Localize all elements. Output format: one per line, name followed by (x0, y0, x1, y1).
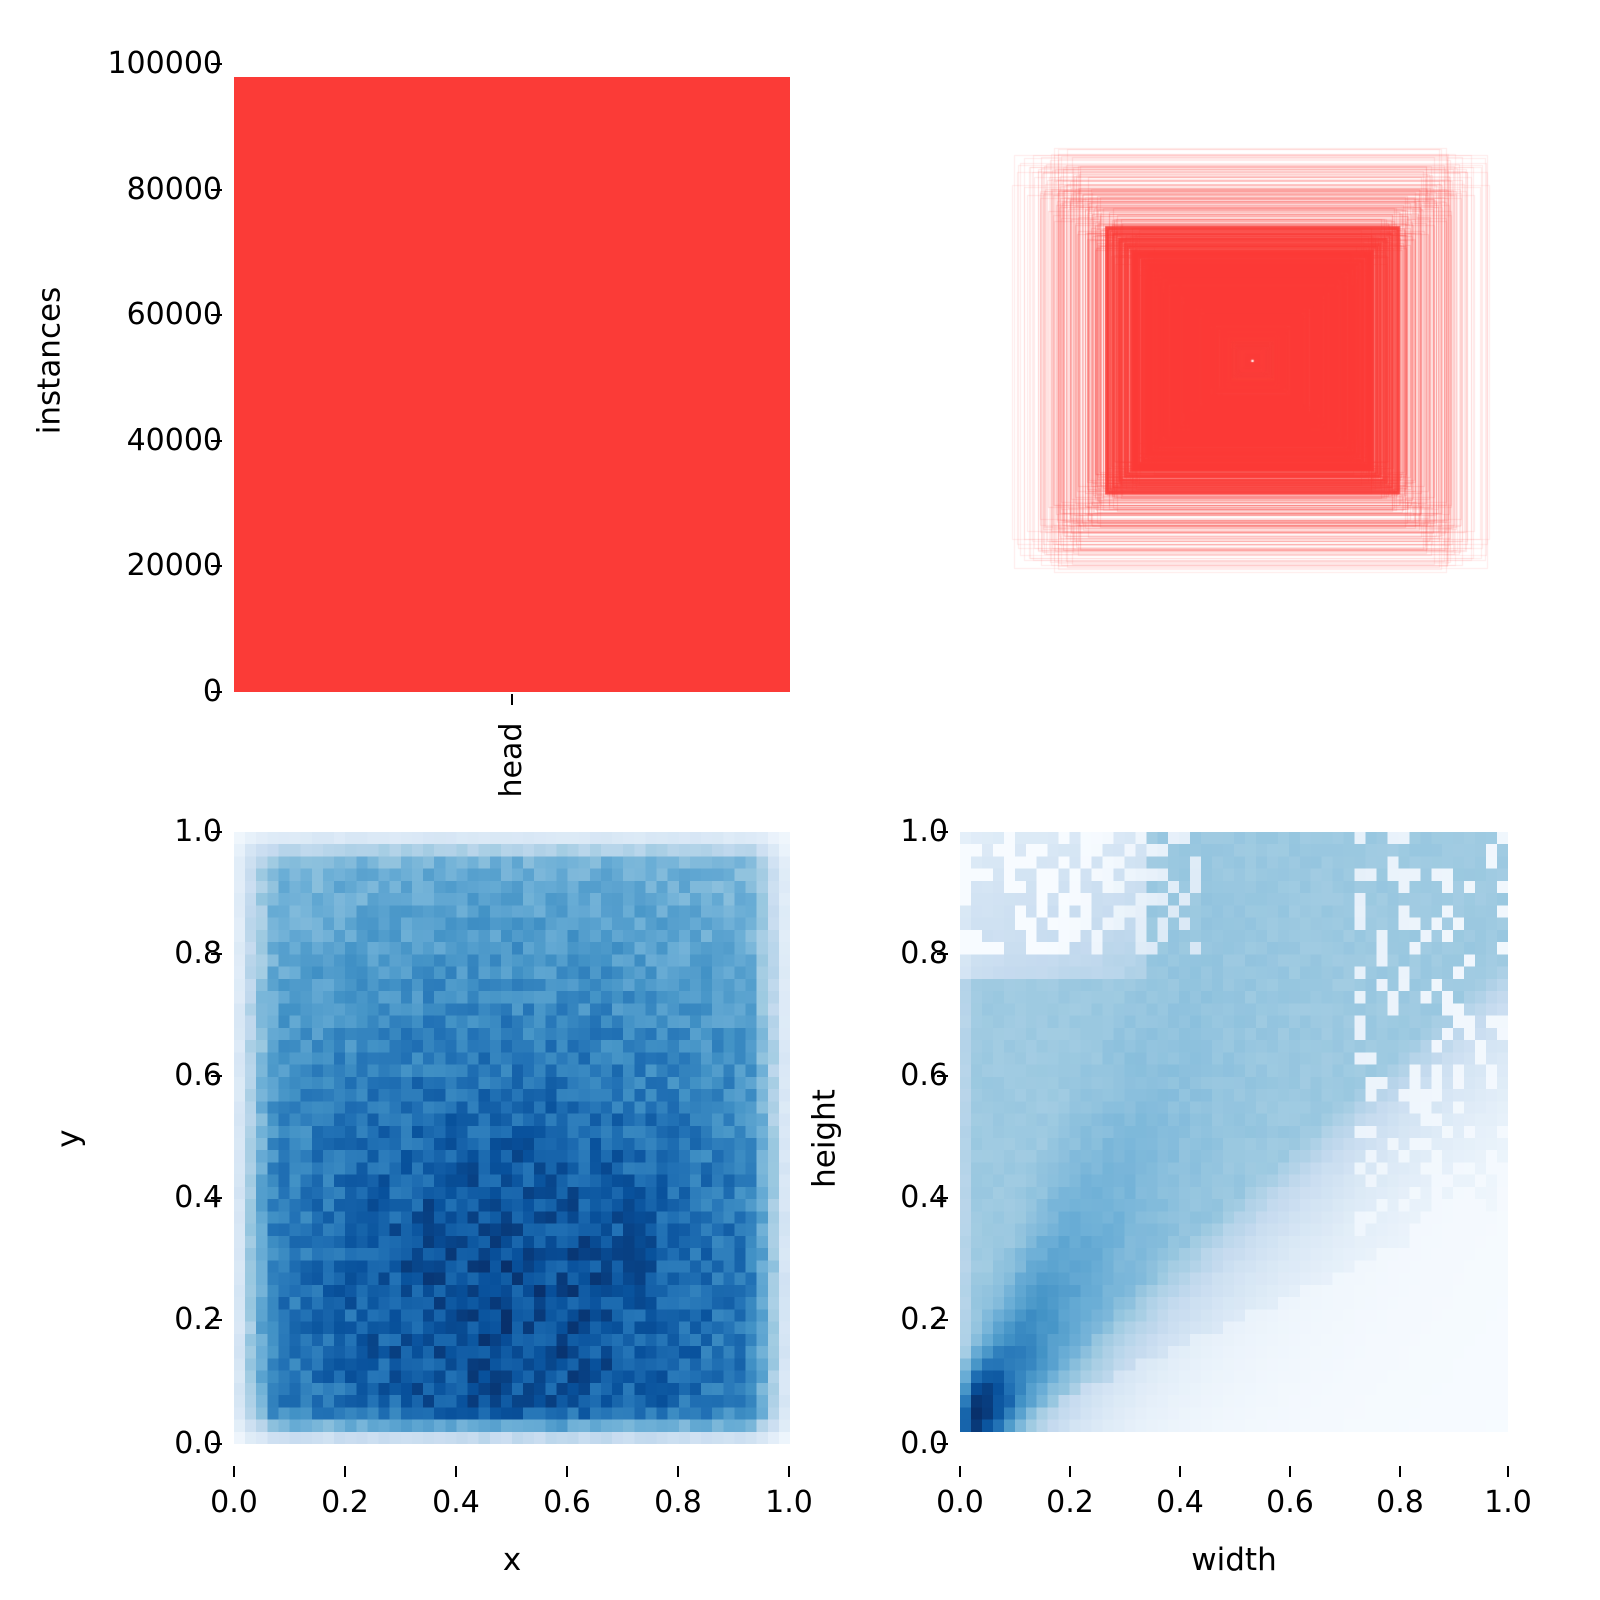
wh-y-tick-mark (937, 1319, 948, 1321)
wh-y-tick-mark (937, 831, 948, 833)
wh-x-tick-label: 0.0 (936, 1485, 984, 1520)
xy-y-tick-mark (211, 831, 222, 833)
xy-x-tick-label: 0.8 (654, 1485, 702, 1520)
wh-x-tick-mark (1179, 1466, 1181, 1477)
xy-y-tick-mark (211, 1075, 222, 1077)
wh-x-axis-title: width (1191, 1542, 1277, 1578)
xy-x-tick-label: 0.0 (210, 1485, 258, 1520)
bar-y-axis-title: instances (31, 286, 68, 435)
bounding-boxes-panel (800, 0, 1600, 800)
wh-x-tick-label: 0.2 (1046, 1485, 1094, 1520)
xy-y-tick-mark (211, 1319, 222, 1321)
wh-y-tick-mark (937, 1075, 948, 1077)
xy-x-tick-mark (233, 1466, 235, 1477)
instances-bar-panel: instances 100000 80000 60000 40000 20000 0 he… (0, 0, 800, 800)
bar-y-tick-mark (211, 691, 222, 693)
wh-y-tick-mark (937, 953, 948, 955)
xy-y-tick-mark (211, 1197, 222, 1199)
xy-heatmap-canvas (234, 832, 790, 1444)
wh-heatmap-canvas (960, 832, 1508, 1444)
bar-x-tick-mark (511, 694, 513, 705)
xy-y-axis-title: y (50, 1129, 87, 1148)
bar-y-tick-mark (211, 62, 222, 65)
wh-y-axis-title: height (806, 1089, 843, 1188)
bounding-boxes-canvas (800, 0, 1600, 800)
bar-category-label-head: head (494, 722, 529, 798)
wh-x-tick-mark (1069, 1466, 1071, 1477)
bar-y-tick-mark (211, 188, 222, 191)
wh-x-tick-label: 0.8 (1376, 1485, 1424, 1520)
xy-y-tick-mark (211, 953, 222, 955)
bar-y-tick-mark (211, 314, 222, 317)
wh-x-tick-mark (1289, 1466, 1291, 1477)
xy-x-tick-mark (455, 1466, 457, 1477)
xy-y-tick-mark (211, 1443, 222, 1445)
xy-x-tick-mark (677, 1466, 679, 1477)
wh-x-tick-label: 1.0 (1484, 1485, 1532, 1520)
wh-x-tick-mark (1507, 1466, 1509, 1477)
wh-x-tick-label: 0.4 (1156, 1485, 1204, 1520)
xy-x-tick-label: 0.4 (432, 1485, 480, 1520)
xy-x-tick-label: 1.0 (765, 1485, 813, 1520)
bar-y-tick-label: 60000 (126, 297, 222, 333)
wh-x-tick-mark (959, 1466, 961, 1477)
wh-histogram-panel: height 1.0 0.8 0.6 0.4 0.2 0.0 0.0 0.2 0.4 0.6 0.… (800, 800, 1600, 1600)
xy-x-tick-label: 0.6 (543, 1485, 591, 1520)
bar-y-tick-label: 20000 (126, 548, 222, 584)
wh-y-tick-mark (937, 1197, 948, 1199)
wh-x-tick-label: 0.6 (1266, 1485, 1314, 1520)
bar-y-tick-label: 80000 (126, 171, 222, 207)
bar-y-tick-mark (211, 565, 222, 568)
bar-y-tick-mark (211, 439, 222, 442)
bar-y-tick-label: 100000 (107, 45, 222, 81)
xy-x-tick-label: 0.2 (321, 1485, 369, 1520)
xy-histogram-panel: y 1.0 0.8 0.6 0.4 0.2 0.0 0.0 0.2 0.4 0.6 0.8 1.0 … (0, 800, 813, 1600)
xy-x-tick-mark (344, 1466, 346, 1477)
xy-x-axis-title: x (502, 1542, 522, 1578)
wh-x-tick-mark (1399, 1466, 1401, 1477)
bar-head[interactable] (234, 76, 790, 692)
wh-y-tick-mark (937, 1443, 948, 1445)
xy-x-tick-mark (788, 1466, 790, 1477)
xy-x-tick-mark (566, 1466, 568, 1477)
bar-y-tick-label: 40000 (126, 422, 222, 458)
